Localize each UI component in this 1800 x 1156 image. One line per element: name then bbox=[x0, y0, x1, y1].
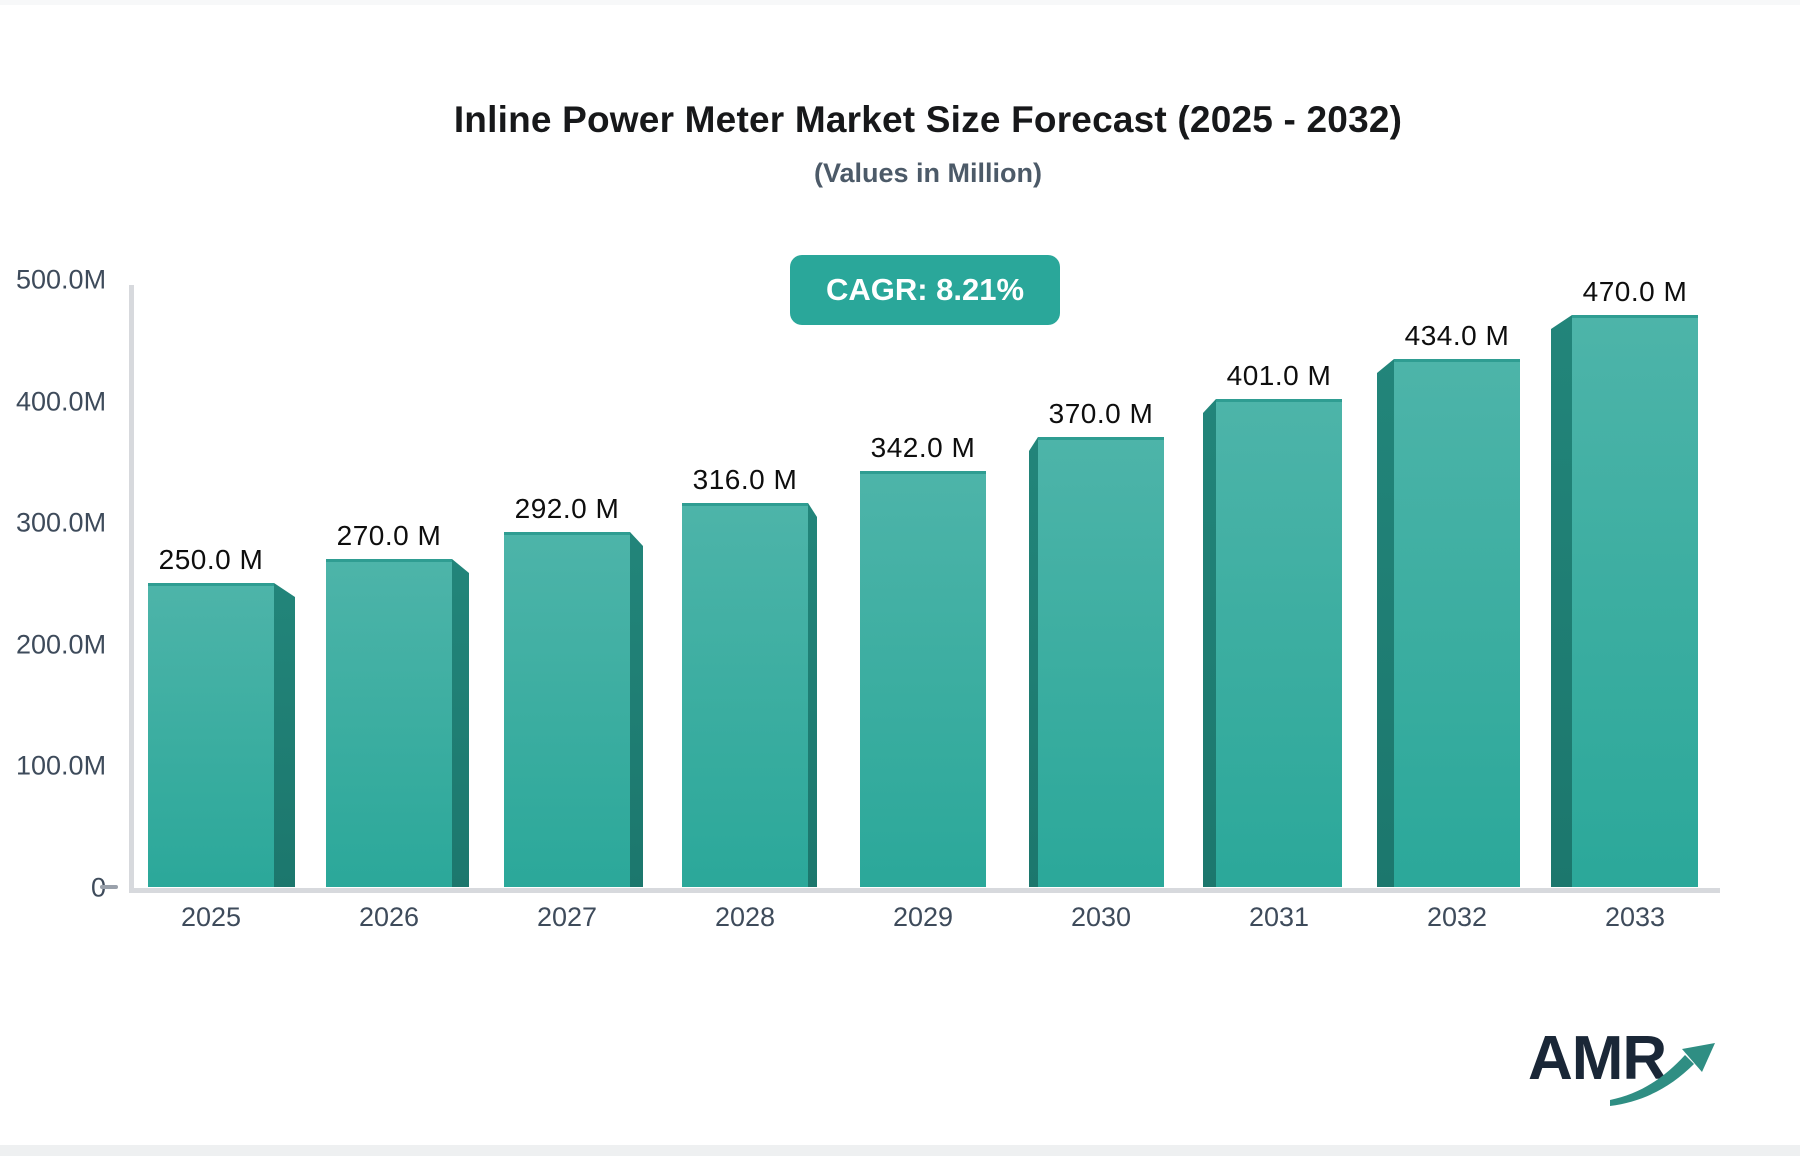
bar-face bbox=[1394, 359, 1520, 887]
bar-side-face bbox=[808, 503, 817, 887]
bar-face bbox=[1572, 315, 1698, 887]
bar-face bbox=[1216, 399, 1342, 887]
bar-side-face bbox=[630, 532, 643, 887]
y-tick-label: 400.0M bbox=[16, 386, 107, 417]
chart-subtitle: (Values in Million) bbox=[813, 158, 1043, 188]
bar-value-label: 270.0 M bbox=[336, 520, 442, 551]
y-tick-label: 0 bbox=[90, 872, 106, 903]
bar-face bbox=[860, 471, 986, 887]
bar-side-face bbox=[1203, 399, 1216, 887]
bar-value-label: 470.0 M bbox=[1582, 276, 1688, 307]
growth-arrow-icon bbox=[1610, 1043, 1715, 1106]
page-edge-top bbox=[0, 0, 1800, 5]
bar-value-label: 401.0 M bbox=[1226, 360, 1332, 391]
y-tick-label: 200.0M bbox=[16, 629, 107, 660]
x-tick-label: 2033 bbox=[1604, 902, 1666, 932]
plot-area: 250.0 M 270.0 M 292.0 M 316.0 M 342.0 M … bbox=[129, 276, 1745, 893]
bar-2027: 292.0 M bbox=[504, 493, 643, 887]
page-edge-bottom bbox=[0, 1145, 1800, 1156]
bar-face bbox=[682, 503, 808, 887]
bar-2028: 316.0 M bbox=[682, 464, 817, 887]
bar-face bbox=[1038, 437, 1164, 887]
bar-face bbox=[504, 532, 630, 887]
bar-face bbox=[326, 559, 452, 887]
chart-title: Inline Power Meter Market Size Forecast … bbox=[453, 99, 1403, 140]
bar-face bbox=[148, 583, 274, 887]
bar-2026: 270.0 M bbox=[326, 520, 469, 887]
bar-2031: 401.0 M bbox=[1203, 360, 1342, 887]
y-tick-label: 300.0M bbox=[16, 507, 107, 538]
bar-value-label: 370.0 M bbox=[1048, 398, 1154, 429]
x-tick-label: 2030 bbox=[1070, 902, 1132, 932]
bar-2029: 342.0 M bbox=[860, 432, 986, 887]
y-axis-line bbox=[129, 285, 134, 893]
bar-value-label: 434.0 M bbox=[1404, 320, 1510, 351]
y-zero-tick-mark bbox=[100, 885, 118, 889]
bar-2025: 250.0 M bbox=[148, 544, 295, 887]
bar-side-face bbox=[274, 583, 295, 887]
x-tick-label: 2027 bbox=[536, 902, 598, 932]
y-tick-label: 500.0M bbox=[16, 264, 107, 295]
cagr-badge: CAGR: 8.21% bbox=[790, 255, 1060, 325]
bar-side-face bbox=[1029, 437, 1038, 887]
bar-side-face bbox=[452, 559, 469, 887]
x-tick-label: 2029 bbox=[892, 902, 954, 932]
bar-value-label: 316.0 M bbox=[692, 464, 798, 495]
amr-logo: AMR bbox=[1528, 1024, 1715, 1108]
x-axis-line bbox=[129, 888, 1720, 893]
bar-2030: 370.0 M bbox=[1029, 398, 1164, 887]
bar-side-face bbox=[1551, 315, 1572, 887]
bar-2033: 470.0 M bbox=[1551, 276, 1698, 887]
bar-value-label: 250.0 M bbox=[158, 544, 264, 575]
amr-logo-text: AMR bbox=[1528, 1024, 1667, 1093]
x-tick-label: 2026 bbox=[358, 902, 420, 932]
bar-side-face bbox=[1377, 359, 1394, 887]
bar-value-label: 342.0 M bbox=[870, 432, 976, 463]
x-tick-label: 2025 bbox=[180, 902, 242, 932]
x-tick-label: 2031 bbox=[1248, 902, 1310, 932]
x-tick-label: 2028 bbox=[714, 902, 776, 932]
bar-2032: 434.0 M bbox=[1377, 320, 1520, 887]
bar-value-label: 292.0 M bbox=[514, 493, 620, 524]
y-tick-label: 100.0M bbox=[16, 750, 107, 781]
x-tick-label: 2032 bbox=[1426, 902, 1488, 932]
chart-header: Inline Power Meter Market Size Forecast … bbox=[56, 0, 1800, 188]
